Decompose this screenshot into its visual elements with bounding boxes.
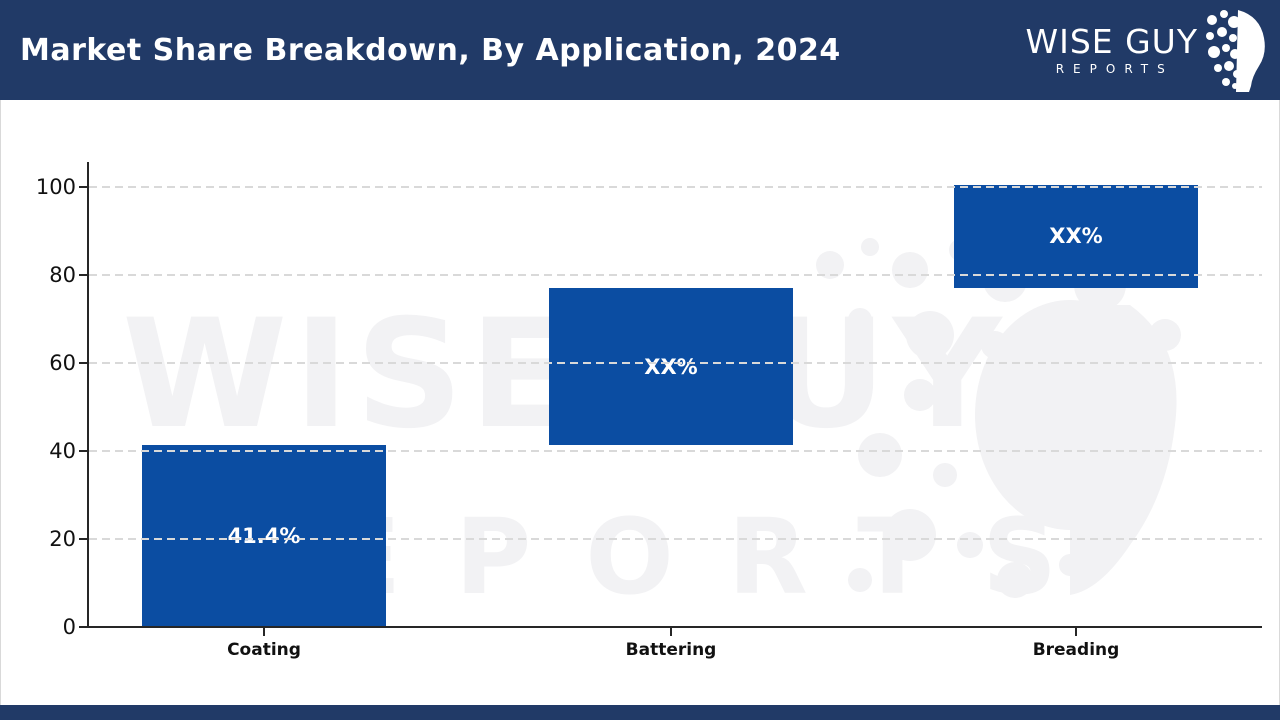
gridline-40 bbox=[89, 450, 1262, 452]
bar-breading: XX% bbox=[954, 184, 1198, 289]
logo-wiseguy-label: WISE GUY bbox=[1025, 21, 1198, 61]
x-tick-coating bbox=[263, 628, 265, 636]
page-title: Market Share Breakdown, By Application, … bbox=[20, 32, 841, 68]
y-tick-label-20: 20 bbox=[49, 527, 76, 551]
y-tick-60 bbox=[79, 362, 87, 364]
bar-value-label: XX% bbox=[1049, 224, 1103, 249]
y-tick-0 bbox=[79, 626, 87, 628]
gridline-80 bbox=[89, 274, 1262, 276]
bar-value-label: 41.4% bbox=[227, 523, 301, 548]
wise-guy-reports-logo: WISE GUY REPORTS bbox=[1025, 0, 1266, 100]
header-bar: Market Share Breakdown, By Application, … bbox=[0, 0, 1280, 100]
gridline-100 bbox=[89, 186, 1262, 188]
footer-bar bbox=[0, 705, 1280, 720]
category-label-coating: Coating bbox=[227, 640, 301, 660]
y-tick-100 bbox=[79, 186, 87, 188]
x-tick-battering bbox=[670, 628, 672, 636]
y-tick-label-0: 0 bbox=[62, 615, 76, 639]
y-tick-label-80: 80 bbox=[49, 263, 76, 287]
x-tick-breading bbox=[1075, 628, 1077, 636]
bar-value-label: XX% bbox=[644, 354, 698, 379]
gridline-60 bbox=[89, 362, 1262, 364]
bar-battering: XX% bbox=[549, 288, 793, 445]
y-tick-label-100: 100 bbox=[35, 175, 76, 199]
y-axis-line bbox=[87, 162, 89, 628]
y-tick-label-40: 40 bbox=[49, 439, 76, 463]
logo-reports-label: REPORTS bbox=[1055, 61, 1174, 76]
y-tick-40 bbox=[79, 450, 87, 452]
logo-text: WISE GUY REPORTS bbox=[1025, 25, 1198, 76]
y-tick-20 bbox=[79, 538, 87, 540]
bar-coating: 41.4% bbox=[142, 444, 386, 627]
logo-face-icon bbox=[1206, 10, 1265, 92]
y-tick-label-60: 60 bbox=[49, 351, 76, 375]
category-label-breading: Breading bbox=[1032, 640, 1120, 660]
x-axis-line bbox=[87, 626, 1262, 628]
y-tick-80 bbox=[79, 274, 87, 276]
gridline-20 bbox=[89, 538, 1262, 540]
category-label-battering: Battering bbox=[625, 640, 717, 660]
